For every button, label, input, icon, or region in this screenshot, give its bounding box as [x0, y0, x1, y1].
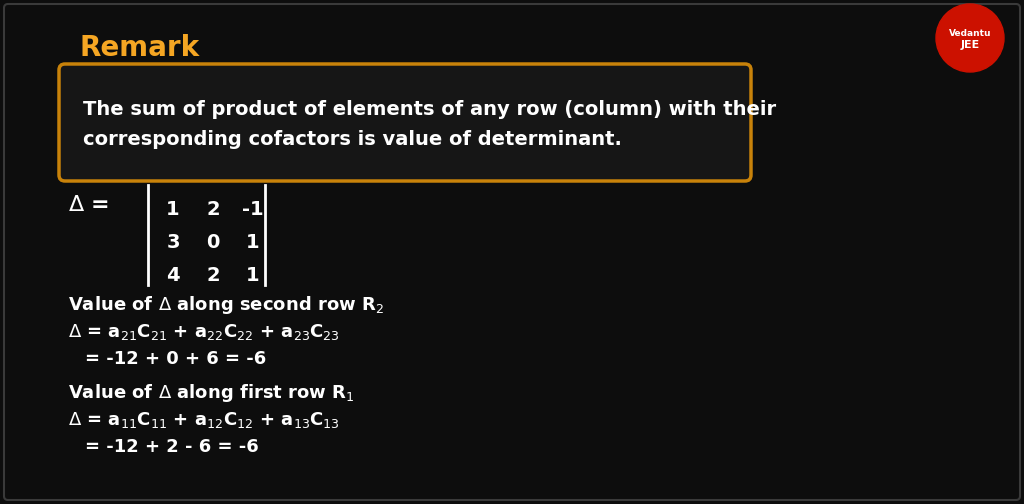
Text: 4: 4 [166, 266, 180, 285]
Text: $\Delta$ = a$_{21}$C$_{21}$ + a$_{22}$C$_{22}$ + a$_{23}$C$_{23}$: $\Delta$ = a$_{21}$C$_{21}$ + a$_{22}$C$… [68, 322, 340, 342]
Text: 1: 1 [166, 200, 180, 219]
Text: JEE: JEE [961, 40, 980, 50]
Text: Vedantu: Vedantu [949, 29, 991, 37]
Text: 1: 1 [246, 266, 260, 285]
Text: -1: -1 [243, 200, 264, 219]
Text: 2: 2 [206, 266, 220, 285]
Circle shape [936, 4, 1004, 72]
Text: $\Delta$ =: $\Delta$ = [68, 195, 110, 215]
Text: = -12 + 2 - 6 = -6: = -12 + 2 - 6 = -6 [85, 438, 259, 456]
Text: Value of $\Delta$ along first row R$_1$: Value of $\Delta$ along first row R$_1$ [68, 382, 354, 404]
Text: corresponding cofactors is value of determinant.: corresponding cofactors is value of dete… [83, 130, 622, 149]
Text: Remark: Remark [80, 34, 200, 62]
Text: 2: 2 [206, 200, 220, 219]
Text: The sum of product of elements of any row (column) with their: The sum of product of elements of any ro… [83, 100, 776, 119]
FancyBboxPatch shape [4, 4, 1020, 500]
FancyBboxPatch shape [59, 64, 751, 181]
Text: $\Delta$ = a$_{11}$C$_{11}$ + a$_{12}$C$_{12}$ + a$_{13}$C$_{13}$: $\Delta$ = a$_{11}$C$_{11}$ + a$_{12}$C$… [68, 410, 340, 430]
Text: = -12 + 0 + 6 = -6: = -12 + 0 + 6 = -6 [85, 350, 266, 368]
Text: Value of $\Delta$ along second row R$_2$: Value of $\Delta$ along second row R$_2$ [68, 294, 384, 316]
Text: 1: 1 [246, 233, 260, 252]
Text: 3: 3 [166, 233, 180, 252]
Text: 0: 0 [206, 233, 220, 252]
